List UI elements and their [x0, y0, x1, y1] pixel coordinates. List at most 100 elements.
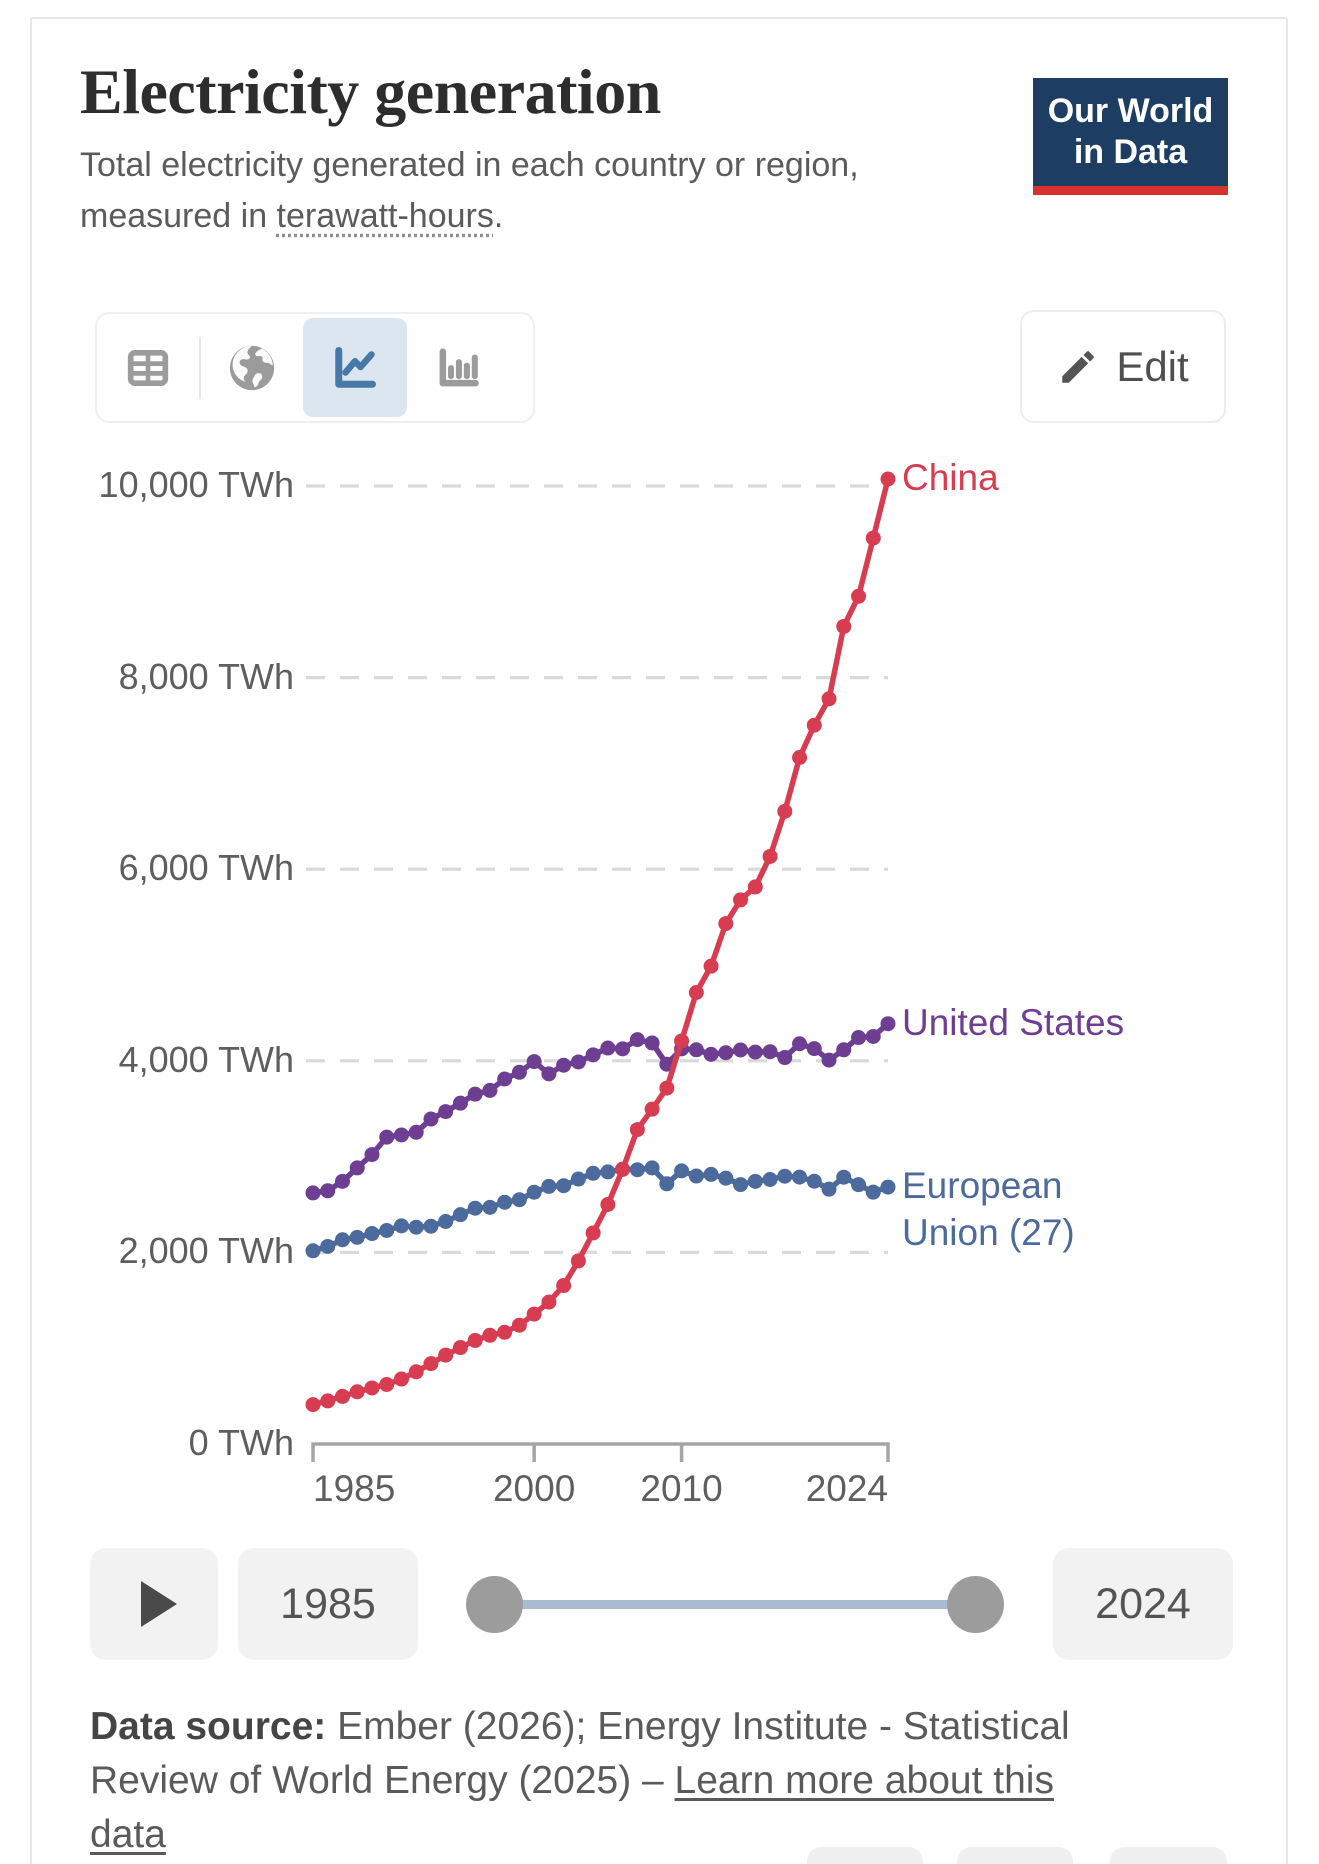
- timeline-end-year[interactable]: 2024: [1053, 1548, 1233, 1660]
- series-label-china[interactable]: China: [902, 457, 999, 498]
- bar-chart-view-button[interactable]: [429, 339, 487, 397]
- data-point: [629, 1162, 645, 1178]
- data-point: [452, 1207, 468, 1223]
- data-point: [467, 1332, 483, 1348]
- data-point: [659, 1080, 675, 1096]
- data-point: [792, 1036, 808, 1052]
- y-tick-label: 8,000 TWh: [118, 655, 294, 697]
- data-point: [865, 1028, 881, 1044]
- data-point: [452, 1340, 468, 1356]
- data-point: [349, 1229, 365, 1245]
- data-point: [438, 1213, 454, 1229]
- data-point: [777, 803, 793, 819]
- data-point: [600, 1040, 616, 1056]
- series-line-china: [312, 478, 891, 1408]
- data-point: [320, 1238, 336, 1254]
- action-button-stub-3[interactable]: [1110, 1847, 1227, 1864]
- data-point: [806, 1041, 822, 1057]
- subtitle-text: Total electricity generated in each coun…: [80, 146, 859, 235]
- data-point: [349, 1160, 365, 1176]
- data-point: [836, 1169, 852, 1185]
- data-point: [393, 1127, 409, 1143]
- data-point: [733, 892, 749, 908]
- data-point: [836, 618, 852, 634]
- data-point: [334, 1388, 350, 1404]
- data-point: [452, 1095, 468, 1111]
- timeline-slider-track[interactable]: [494, 1600, 975, 1609]
- timeline-handle-start[interactable]: [466, 1576, 523, 1633]
- action-button-stub-2[interactable]: [957, 1847, 1073, 1864]
- owid-logo-line2: in Data: [1073, 133, 1188, 172]
- data-point: [497, 1194, 513, 1210]
- data-point: [806, 1173, 822, 1189]
- data-point: [806, 717, 822, 733]
- timeline-start-year[interactable]: 1985: [238, 1548, 418, 1660]
- learn-more-link[interactable]: Learn more about this data: [90, 1758, 1054, 1856]
- data-point: [851, 1177, 867, 1193]
- data-point: [718, 916, 734, 932]
- globe-icon: [229, 345, 275, 390]
- data-point: [747, 879, 763, 895]
- data-point: [438, 1104, 454, 1120]
- data-point: [497, 1324, 513, 1340]
- line-chart-view-button[interactable]: [303, 318, 407, 417]
- subtitle-period: .: [493, 197, 504, 235]
- data-point: [836, 1042, 852, 1058]
- timeline-play-button[interactable]: [90, 1548, 218, 1660]
- data-point: [777, 1050, 793, 1066]
- data-point: [880, 1016, 896, 1032]
- data-point: [688, 1168, 704, 1184]
- data-point: [334, 1232, 350, 1248]
- edit-button[interactable]: Edit: [1020, 310, 1226, 423]
- data-point: [334, 1173, 350, 1189]
- y-tick-label: 6,000 TWh: [118, 847, 294, 889]
- data-point: [349, 1384, 365, 1400]
- data-point: [511, 1192, 527, 1208]
- owid-logo-line1: Our World: [1047, 92, 1214, 130]
- data-point: [526, 1054, 542, 1070]
- data-point: [467, 1086, 483, 1102]
- data-point: [423, 1111, 439, 1127]
- data-point: [320, 1183, 336, 1199]
- data-point: [688, 1042, 704, 1058]
- data-point: [511, 1064, 527, 1080]
- series-label-european-union-27-[interactable]: European Union (27): [902, 1165, 1075, 1253]
- action-button-stub-1[interactable]: [807, 1847, 923, 1864]
- data-point: [792, 749, 808, 765]
- data-point: [762, 1044, 778, 1060]
- data-point: [541, 1178, 557, 1194]
- data-point: [747, 1044, 763, 1060]
- table-view-button[interactable]: [119, 339, 177, 397]
- data-point: [851, 1030, 867, 1046]
- page-title: Electricity generation: [80, 56, 661, 127]
- data-source-note: Data source: Ember (2026); Energy Instit…: [90, 1700, 1090, 1861]
- data-point: [644, 1035, 660, 1051]
- timeline-handle-end[interactable]: [947, 1576, 1004, 1633]
- data-point: [733, 1042, 749, 1058]
- data-point: [821, 1052, 837, 1068]
- data-point: [511, 1317, 527, 1333]
- data-point: [792, 1169, 808, 1185]
- play-icon: [141, 1581, 177, 1627]
- data-point: [629, 1122, 645, 1138]
- y-tick-label: 4,000 TWh: [118, 1038, 294, 1080]
- terawatt-hours-term[interactable]: terawatt-hours: [276, 197, 494, 235]
- data-point: [674, 1033, 690, 1049]
- data-point: [320, 1393, 336, 1409]
- x-tick-label: 2000: [492, 1468, 576, 1509]
- data-point: [408, 1124, 424, 1140]
- map-view-button[interactable]: [223, 339, 281, 397]
- data-point: [570, 1171, 586, 1187]
- data-point: [600, 1197, 616, 1212]
- data-point: [865, 1184, 881, 1200]
- x-tick-label: 1985: [313, 1468, 396, 1509]
- data-point: [733, 1177, 749, 1193]
- series-label-united-states[interactable]: United States: [902, 1001, 1125, 1043]
- data-point: [821, 1181, 837, 1197]
- data-point: [747, 1173, 763, 1189]
- line-chart-icon: [335, 346, 376, 388]
- data-point: [467, 1200, 483, 1216]
- owid-logo[interactable]: Our World in Data: [1033, 78, 1228, 195]
